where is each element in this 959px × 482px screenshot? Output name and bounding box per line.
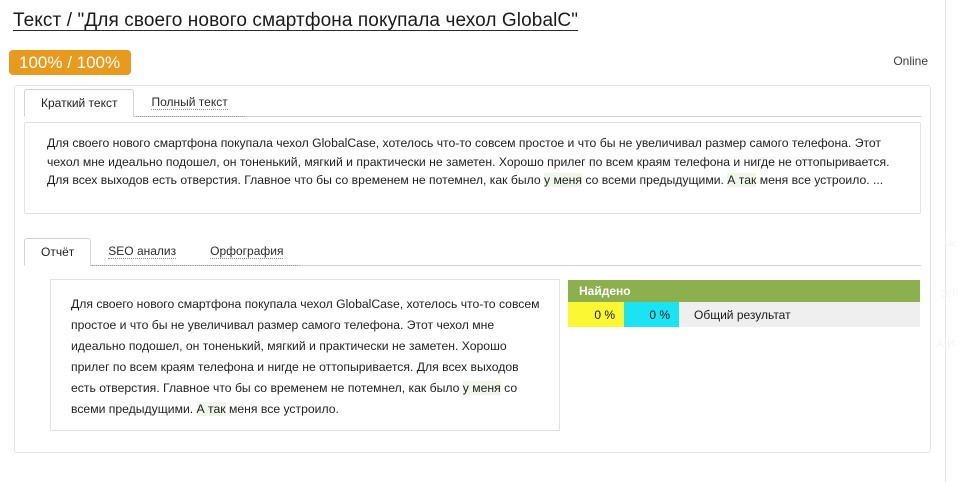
- table-row: 0 % 0 % Общий результат: [568, 302, 920, 327]
- margin-ghost-note-1: sk: [944, 238, 955, 250]
- status-badge: 100% / 100%: [9, 50, 132, 75]
- short-text-part-1: Для своего нового смартфона покупала чех…: [47, 136, 890, 187]
- tab-seo-analysis[interactable]: SEO анализ: [91, 238, 194, 266]
- report-part-1: Для своего нового смартфона покупала чех…: [71, 297, 540, 395]
- short-text-part-3: меня все устроило. ...: [756, 173, 884, 187]
- analysis-tabs: Отчёт SEO анализ Орфография: [24, 238, 921, 266]
- result-row-label: Общий результат: [679, 302, 920, 327]
- report-part-3: меня все устроило.: [225, 402, 339, 416]
- tab-full-text-label: Полный текст: [151, 95, 228, 110]
- percent-cell-yellow: 0 %: [568, 302, 624, 327]
- report-text-content: Для своего нового смартфона покупала чех…: [71, 294, 541, 420]
- percent-cell-cyan: 0 %: [624, 302, 679, 327]
- report-part-2: со всеми предыдущими.: [71, 381, 518, 416]
- tab-full-text[interactable]: Полный текст: [134, 89, 245, 117]
- main-panel: Краткий текст Полный текст Для своего но…: [14, 85, 931, 453]
- report-text-panel: Для своего нового смартфона покупала чех…: [50, 279, 560, 431]
- short-text-panel: Для своего нового смартфона покупала чех…: [24, 122, 921, 214]
- found-results-panel: Найдено 0 % 0 % Общий результат: [568, 280, 920, 327]
- online-status-label: Online: [893, 54, 928, 68]
- found-results-header: Найдено: [568, 280, 920, 302]
- short-text-part-2: со всеми предыдущими.: [581, 173, 728, 187]
- tab-report[interactable]: Отчёт: [24, 238, 92, 266]
- tab-short-text-label: Краткий текст: [41, 96, 118, 110]
- tab-spelling-label: Орфография: [210, 244, 284, 259]
- text-view-tabs: Краткий текст Полный текст: [24, 89, 921, 117]
- tab-spelling[interactable]: Орфография: [193, 238, 301, 266]
- short-text-content: Для своего нового смартфона покупала чех…: [47, 134, 906, 190]
- page-title[interactable]: Текст / "Для своего нового смартфона пок…: [13, 10, 579, 31]
- short-text-highlight-2: А так: [727, 173, 757, 187]
- tab-report-label: Отчёт: [41, 245, 75, 259]
- tab-seo-analysis-label: SEO анализ: [108, 244, 177, 259]
- report-highlight-1: у меня: [462, 381, 501, 395]
- page-gutter-divider: [945, 0, 946, 482]
- report-highlight-2: А так: [196, 402, 226, 416]
- tab-short-text[interactable]: Краткий текст: [24, 89, 135, 117]
- margin-ghost-note-3: А.И: [936, 338, 955, 350]
- margin-ghost-note-2: ЭЛ: [940, 288, 955, 300]
- short-text-highlight-1: у меня: [544, 173, 582, 187]
